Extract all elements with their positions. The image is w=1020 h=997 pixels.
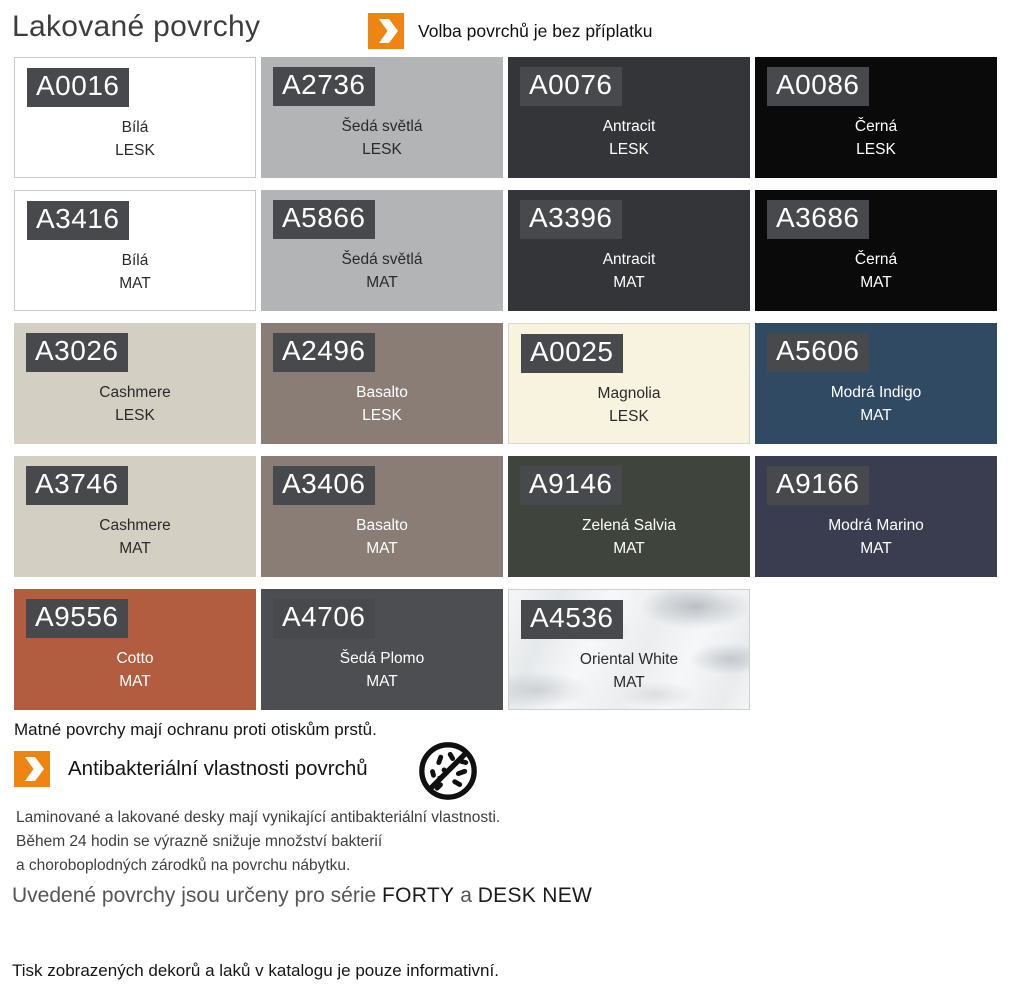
swatch-code: A4536 [521,600,624,639]
swatch-name: Šedá Plomo [339,650,425,667]
swatch-name: Antracit [602,118,656,135]
swatch-code: A5606 [767,333,870,372]
swatch-name: Antracit [602,251,656,268]
swatch-tile: A3746 Cashmere MAT [14,456,256,577]
swatch-code: A0076 [520,67,623,106]
swatch-code: A3746 [26,466,129,505]
swatch-code: A3416 [27,201,130,240]
swatch-tile: A3686 Černá MAT [755,190,997,311]
swatch-name: Cotto [116,650,154,667]
swatch-code: A3686 [767,200,870,239]
swatch-tile: A2736 Šedá světlá LESK [261,57,503,178]
swatch-tile: A5606 Modrá Indigo MAT [755,323,997,444]
swatch-finish: MAT [613,274,645,291]
antibacterial-paragraph: Laminované a lakované desky mají vynikaj… [16,806,500,878]
promo-banner: Volba povrchů je bez příplatku [368,13,652,49]
paragraph-line: a choroboplodných zárodků na povrchu náb… [16,857,351,874]
swatch-finish: LESK [609,141,649,158]
antibacterial-header: Antibakteriální vlastnosti povrchů [14,751,368,787]
paragraph-line: Laminované a lakované desky mají vynikaj… [16,809,501,826]
arrow-right-icon [14,751,50,787]
antibacterial-title: Antibakteriální vlastnosti povrchů [68,757,368,780]
swatch-tile: A9146 Zelená Salvia MAT [508,456,750,577]
series-name-forty: FORTY [382,884,455,907]
swatch-code: A3406 [273,466,376,505]
swatch-finish: MAT [366,673,398,690]
swatch-name: Modrá Indigo [830,384,922,401]
swatch-finish: MAT [860,274,892,291]
swatch-finish: MAT [119,275,151,292]
swatch-finish: LESK [856,141,896,158]
swatch-tile: A5866 Šedá světlá MAT [261,190,503,311]
swatch-name: Bílá [121,119,149,136]
swatch-tile: A3396 Antracit MAT [508,190,750,311]
swatch-code: A2496 [273,333,376,372]
swatch-name: Oriental White [579,651,679,668]
swatch-grid: A0016 Bílá LESK A2736 Šedá světlá LESK A… [14,57,997,710]
swatch-name: Černá [854,251,898,268]
swatch-code: A0025 [521,334,624,373]
swatch-finish: LESK [115,407,155,424]
swatch-name: Šedá světlá [341,118,423,135]
swatch-finish: LESK [362,407,402,424]
swatch-name: Magnolia [597,385,661,402]
swatch-tile: A9166 Modrá Marino MAT [755,456,997,577]
swatch-tile: A0086 Černá LESK [755,57,997,178]
paragraph-line: Během 24 hodin se výrazně snižuje množst… [16,833,383,850]
swatch-tile: A3026 Cashmere LESK [14,323,256,444]
series-note: Uvedené povrchy jsou určeny pro série FO… [12,884,592,908]
swatch-code: A3026 [26,333,129,372]
swatch-name: Modrá Marino [828,517,924,534]
swatch-finish: MAT [366,540,398,557]
swatch-tile: A0076 Antracit LESK [508,57,750,178]
swatch-finish: MAT [860,540,892,557]
swatch-tile: A9556 Cotto MAT [14,589,256,710]
swatch-tile: A4536 Oriental White MAT [508,589,750,710]
swatch-code: A5866 [273,200,376,239]
swatch-name: Šedá světlá [341,251,423,268]
swatch-code: A2736 [273,67,376,106]
swatch-finish: MAT [613,540,645,557]
series-name-desk-new: DESK NEW [477,884,593,907]
arrow-right-icon [368,13,404,49]
swatch-code: A0016 [27,68,130,107]
swatch-tile: A3406 Basalto MAT [261,456,503,577]
promo-text: Volba povrchů je bez příplatku [418,20,653,41]
swatch-tile: A0016 Bílá LESK [14,57,256,178]
swatch-finish: LESK [115,142,155,159]
footer-disclaimer: Tisk zobrazených dekorů a laků v katalog… [12,961,499,980]
matte-note: Matné povrchy mají ochranu proti otiskům… [14,720,377,739]
swatch-code: A3396 [520,200,623,239]
page-title: Lakované povrchy [12,10,261,43]
swatch-finish: MAT [613,674,645,691]
swatch-tile: A0025 Magnolia LESK [508,323,750,444]
swatch-tile: A4706 Šedá Plomo MAT [261,589,503,710]
swatch-name: Černá [854,118,898,135]
swatch-finish: MAT [366,274,398,291]
swatch-code: A4706 [273,599,376,638]
series-conjunction: a [460,884,472,907]
swatch-code: A0086 [767,67,870,106]
swatch-finish: MAT [119,540,151,557]
swatch-finish: LESK [362,141,402,158]
no-bacteria-icon [417,740,479,802]
swatch-finish: MAT [860,407,892,424]
swatch-name: Cashmere [99,384,171,401]
swatch-tile: A2496 Basalto LESK [261,323,503,444]
swatch-finish: LESK [609,408,649,425]
swatch-name: Cashmere [99,517,171,534]
series-prefix: Uvedené povrchy jsou určeny pro série [12,884,377,907]
swatch-name: Zelená Salvia [582,517,676,534]
swatch-code: A9146 [520,466,623,505]
swatch-code: A9556 [26,599,129,638]
swatch-finish: MAT [119,673,151,690]
swatch-tile: A3416 Bílá MAT [14,190,256,311]
swatch-name: Basalto [356,517,408,534]
swatch-name: Bílá [121,252,149,269]
swatch-name: Basalto [356,384,408,401]
swatch-code: A9166 [767,466,870,505]
